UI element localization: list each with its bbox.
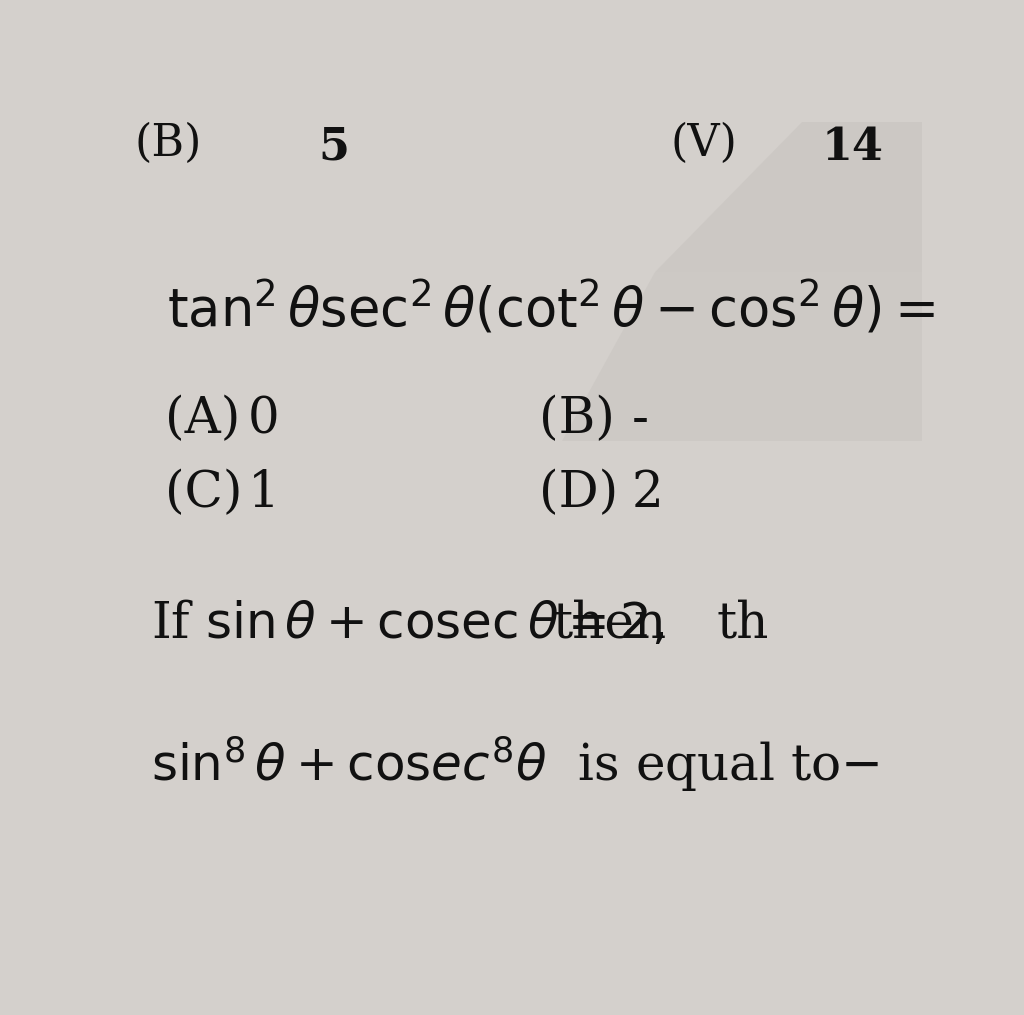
Text: $\tan^2\theta\sec^2\theta\left(\cot^2\theta-\cos^2\theta\right)=$: $\tan^2\theta\sec^2\theta\left(\cot^2\th… [167, 280, 935, 338]
Text: (B): (B) [134, 122, 202, 165]
Polygon shape [655, 122, 922, 272]
Text: $\sin^8\theta+\mathrm{cos}\mathit{ec}^8\theta$  is equal to$-$: $\sin^8\theta+\mathrm{cos}\mathit{ec}^8\… [152, 734, 880, 794]
Text: 2: 2 [632, 468, 664, 518]
Text: 5: 5 [317, 126, 349, 168]
Text: 1: 1 [248, 468, 280, 518]
Text: (V): (V) [671, 122, 737, 165]
Text: (A): (A) [165, 395, 241, 445]
Text: then: then [553, 599, 667, 649]
Text: (C): (C) [165, 468, 243, 518]
Polygon shape [562, 272, 922, 442]
Text: th: th [717, 599, 769, 649]
Text: (D): (D) [539, 468, 618, 518]
Text: 14: 14 [821, 126, 884, 168]
Text: If $\sin\theta+\mathrm{cosec}\,\theta=2,$: If $\sin\theta+\mathrm{cosec}\,\theta=2,… [152, 599, 665, 649]
Text: (B): (B) [539, 395, 614, 445]
Text: 0: 0 [248, 395, 280, 445]
Text: -: - [632, 395, 649, 445]
